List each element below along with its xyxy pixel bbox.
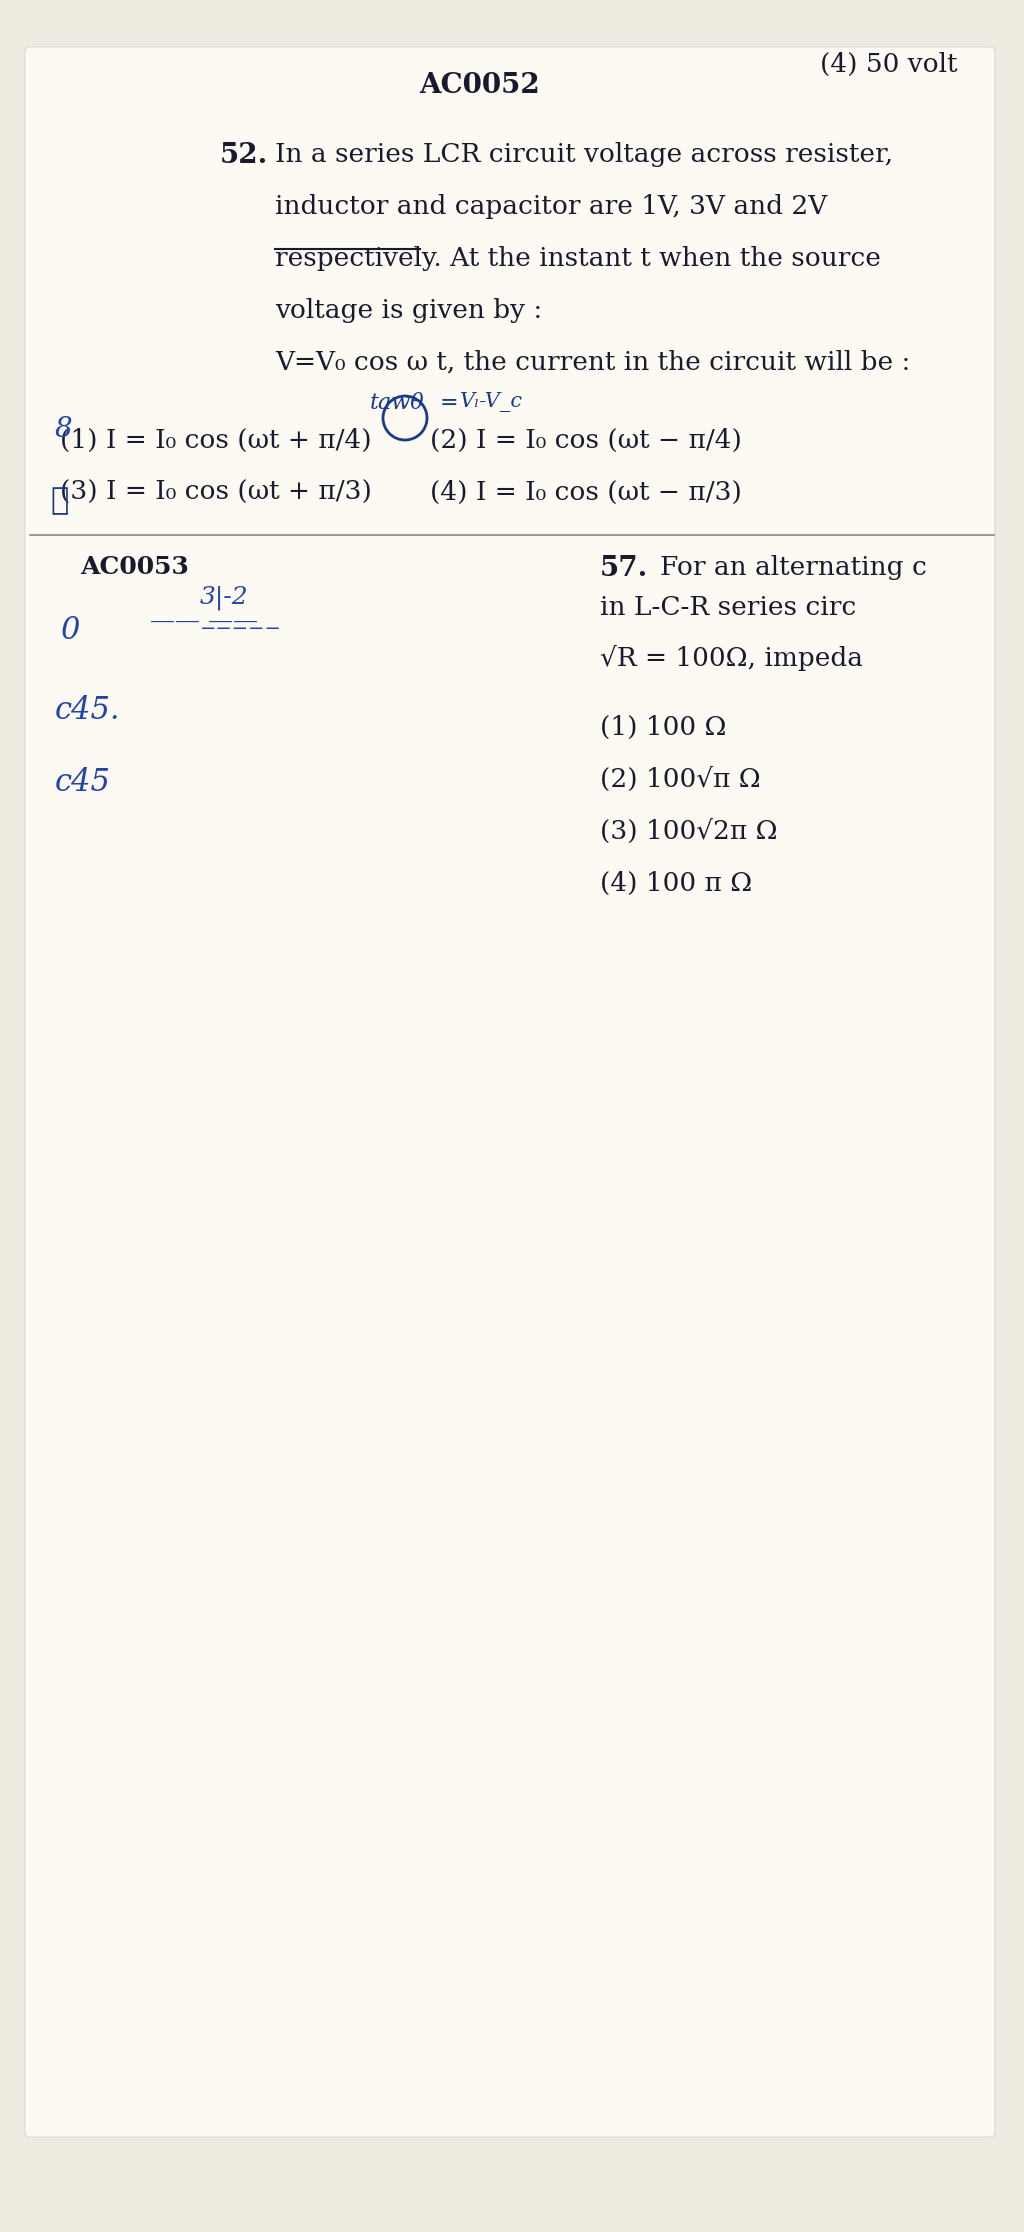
Text: 3|-2: 3|-2 — [200, 585, 249, 609]
Text: 8: 8 — [55, 415, 73, 442]
Text: Vₗ-V_c: Vₗ-V_c — [460, 393, 523, 413]
Text: (4) 100 π Ω: (4) 100 π Ω — [600, 870, 753, 895]
Text: c45: c45 — [55, 768, 111, 799]
Text: voltage is given by :: voltage is given by : — [275, 299, 543, 324]
Text: —— ——: —— —— — [150, 609, 258, 634]
Text: In a series LCR circuit voltage across resister,: In a series LCR circuit voltage across r… — [275, 143, 893, 167]
Text: (2) I = I₀ cos (ωt − π/4): (2) I = I₀ cos (ωt − π/4) — [430, 429, 741, 453]
Text: (1) 100 Ω: (1) 100 Ω — [600, 714, 726, 741]
Text: tawθ: tawθ — [370, 393, 425, 413]
Text: −−−−−: −−−−− — [200, 620, 282, 638]
Text: AC0053: AC0053 — [80, 556, 188, 578]
Text: 0: 0 — [60, 616, 80, 645]
Text: (2) 100√π Ω: (2) 100√π Ω — [600, 768, 761, 792]
Text: c45.: c45. — [55, 694, 121, 725]
Text: 57.: 57. — [600, 556, 648, 583]
Text: inductor and capacitor are 1V, 3V and 2V: inductor and capacitor are 1V, 3V and 2V — [275, 194, 827, 219]
Text: √R = 100Ω, impeda: √R = 100Ω, impeda — [600, 645, 863, 672]
Text: respectively. At the instant t when the source: respectively. At the instant t when the … — [275, 246, 881, 270]
Text: =: = — [440, 393, 459, 413]
Text: in L-C-R series circ: in L-C-R series circ — [600, 596, 856, 620]
Text: V=V₀ cos ω t, the current in the circuit will be :: V=V₀ cos ω t, the current in the circuit… — [275, 350, 910, 375]
Text: (3) 100√2π Ω: (3) 100√2π Ω — [600, 819, 777, 844]
FancyBboxPatch shape — [25, 47, 995, 2136]
Text: ✓: ✓ — [50, 484, 69, 516]
Text: (4) I = I₀ cos (ωt − π/3): (4) I = I₀ cos (ωt − π/3) — [430, 480, 741, 504]
Text: AC0052: AC0052 — [420, 71, 541, 98]
Text: (4) 50 volt: (4) 50 volt — [820, 51, 957, 76]
Text: (1) I = I₀ cos (ωt + π/4): (1) I = I₀ cos (ωt + π/4) — [60, 429, 372, 453]
Text: For an alternating c: For an alternating c — [660, 556, 927, 580]
Text: (3) I = I₀ cos (ωt + π/3): (3) I = I₀ cos (ωt + π/3) — [60, 480, 372, 504]
Text: 52.: 52. — [220, 143, 268, 170]
